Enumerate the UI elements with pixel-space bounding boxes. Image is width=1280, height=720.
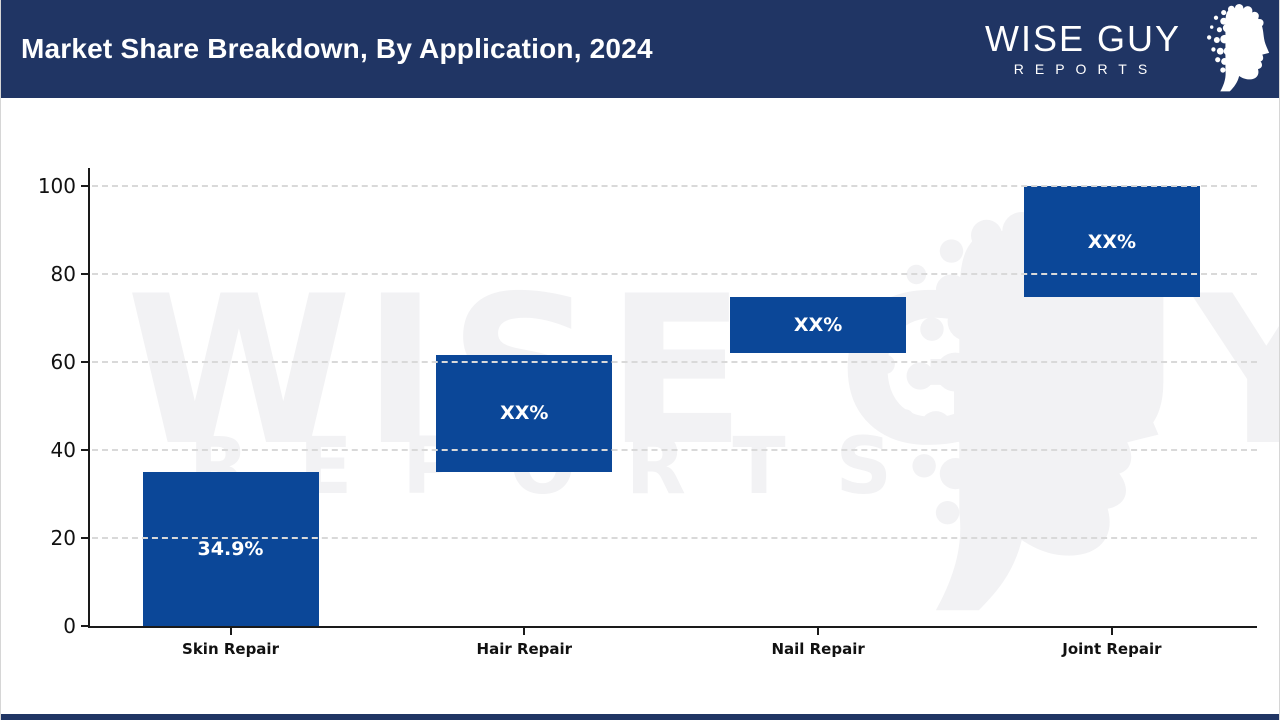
page-title: Market Share Breakdown, By Application, … bbox=[21, 33, 653, 64]
bar-skin-repair bbox=[142, 472, 319, 626]
gridline-20 bbox=[92, 537, 1257, 539]
gridline-60 bbox=[92, 361, 1257, 363]
x-axis-line bbox=[88, 626, 1257, 628]
x-tick-2 bbox=[523, 626, 526, 635]
bar-nail-repair bbox=[730, 297, 907, 354]
x-tick-4 bbox=[1110, 626, 1113, 635]
wise-guy-logo: WISE GUY REPORTS bbox=[984, 4, 1279, 94]
y-tick-20 bbox=[81, 537, 90, 539]
bar-hair-repair bbox=[436, 354, 613, 473]
gridline-100 bbox=[92, 185, 1257, 187]
y-tick-60 bbox=[81, 361, 90, 363]
bar-value-label: XX% bbox=[1087, 230, 1137, 253]
y-tick-label-100: 100 bbox=[37, 174, 76, 198]
bar-joint-repair bbox=[1023, 186, 1200, 298]
bar-value-label: 34.9% bbox=[197, 538, 264, 561]
x-tick-1 bbox=[229, 626, 232, 635]
header-bar: Market Share Breakdown, By Application, … bbox=[1, 0, 1279, 98]
bar-value-label: XX% bbox=[793, 314, 843, 337]
y-tick-label-40: 40 bbox=[50, 438, 76, 462]
x-category-label: Joint Repair bbox=[1062, 640, 1162, 658]
y-tick-label-0: 0 bbox=[63, 614, 76, 638]
y-tick-40 bbox=[81, 449, 90, 451]
x-category-label: Hair Repair bbox=[476, 640, 573, 658]
logo-text: WISE GUY REPORTS bbox=[984, 18, 1181, 78]
y-tick-label-60: 60 bbox=[50, 350, 76, 374]
x-tick-3 bbox=[817, 626, 820, 635]
y-tick-0 bbox=[81, 625, 90, 627]
logo-subtitle: REPORTS bbox=[1013, 61, 1159, 77]
x-category-label: Skin Repair bbox=[182, 640, 279, 658]
x-category-label: Nail Repair bbox=[771, 640, 865, 658]
bar-value-label: XX% bbox=[500, 402, 549, 425]
footer-bar bbox=[1, 714, 1279, 720]
y-tick-label-80: 80 bbox=[50, 262, 76, 286]
gridline-40 bbox=[92, 449, 1257, 451]
y-tick-80 bbox=[81, 273, 90, 275]
face-profile-icon bbox=[1207, 4, 1270, 92]
y-axis-line bbox=[88, 168, 90, 628]
y-tick-label-20: 20 bbox=[50, 526, 76, 550]
logo-wordmark: WISE GUY bbox=[984, 18, 1181, 59]
gridline-80 bbox=[92, 273, 1257, 275]
y-tick-100 bbox=[81, 185, 90, 187]
